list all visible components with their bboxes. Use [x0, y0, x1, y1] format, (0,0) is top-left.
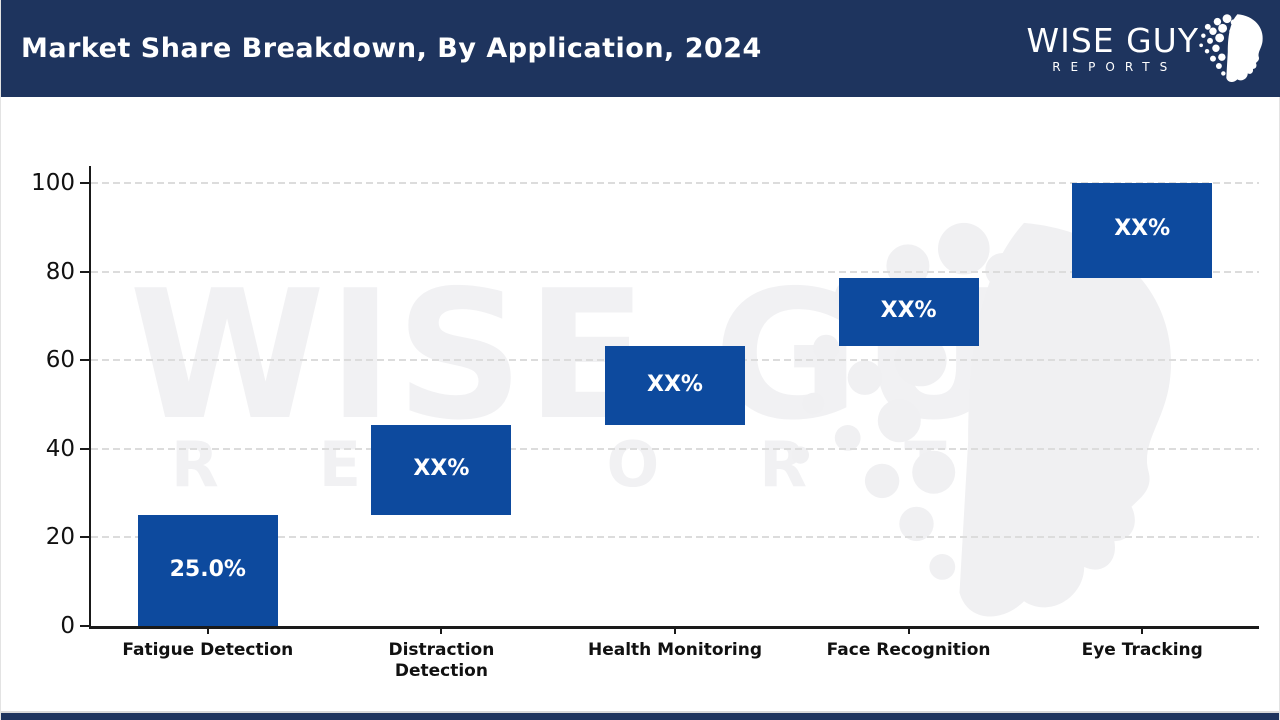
gridline-100 [91, 182, 1259, 184]
x-category-label: Fatigue Detection [81, 640, 335, 661]
y-tick-mark [80, 625, 89, 627]
y-tick-label: 80 [45, 258, 75, 285]
y-tick-mark [80, 359, 89, 362]
x-tick-mark [440, 626, 443, 634]
bar-value-label: XX% [413, 456, 470, 482]
bar-value-label: 25.0% [169, 556, 246, 582]
gridline-20 [91, 536, 1259, 539]
bar-value-label: XX% [1114, 216, 1171, 242]
logo-head-icon [1199, 14, 1263, 82]
bar-distraction-detection: XX% [371, 425, 512, 516]
x-category-label-line: Health Monitoring [587, 640, 762, 660]
bottom-hairline [1, 711, 1279, 713]
y-tick-label: 100 [31, 170, 75, 196]
y-tick-label: 40 [45, 435, 75, 462]
bar-fatigue-detection: 25.0% [137, 515, 278, 626]
x-tick-mark [1141, 626, 1144, 634]
logo-wordmark: WISE GUY [1026, 21, 1199, 60]
y-tick-label: 20 [45, 524, 75, 551]
y-tick-label: 60 [45, 347, 75, 374]
bar-health-monitoring: XX% [604, 346, 746, 426]
x-category-label-line: Face Recognition [826, 640, 991, 660]
chart-title: Market Share Breakdown, By Application, … [21, 33, 762, 64]
x-category-label: Face Recognition [782, 640, 1036, 661]
bar-value-label: XX% [647, 371, 703, 397]
chart-plot-area: 0 20 40 60 80 100 25.0% Fatigue Detection XX% Dis… [31, 166, 1259, 681]
x-category-label-line: Detection [394, 661, 488, 681]
x-tick-mark [674, 626, 676, 634]
header-bar: Market Share Breakdown, By Application, … [1, 0, 1280, 97]
gridline-80 [91, 270, 1259, 273]
logo-text: WISE GUY REPORTS [1026, 23, 1199, 75]
y-tick-label: 0 [60, 613, 75, 639]
bar-value-label: XX% [880, 297, 937, 323]
bar-eye-tracking: XX% [1072, 183, 1213, 278]
x-category-label: Eye Tracking [1015, 640, 1269, 661]
x-category-label-line: Fatigue Detection [122, 640, 294, 660]
footer-bar [1, 713, 1279, 720]
bar-face-recognition: XX% [838, 277, 979, 347]
y-tick-mark [80, 270, 89, 273]
wise-guy-reports-logo: WISE GUY REPORTS [1026, 10, 1267, 88]
x-tick-mark [907, 626, 910, 634]
x-category-label-line: Eye Tracking [1081, 640, 1203, 660]
logo-subtitle: REPORTS [1052, 60, 1178, 74]
x-category-label: Health Monitoring [548, 640, 802, 661]
y-tick-mark [80, 536, 89, 539]
y-tick-mark [80, 182, 89, 184]
gridline-40 [91, 447, 1259, 450]
x-category-label-line: Distraction [388, 640, 495, 660]
x-category-label: Distraction Detection [315, 640, 569, 682]
x-tick-mark [206, 626, 209, 634]
y-tick-mark [80, 447, 89, 450]
